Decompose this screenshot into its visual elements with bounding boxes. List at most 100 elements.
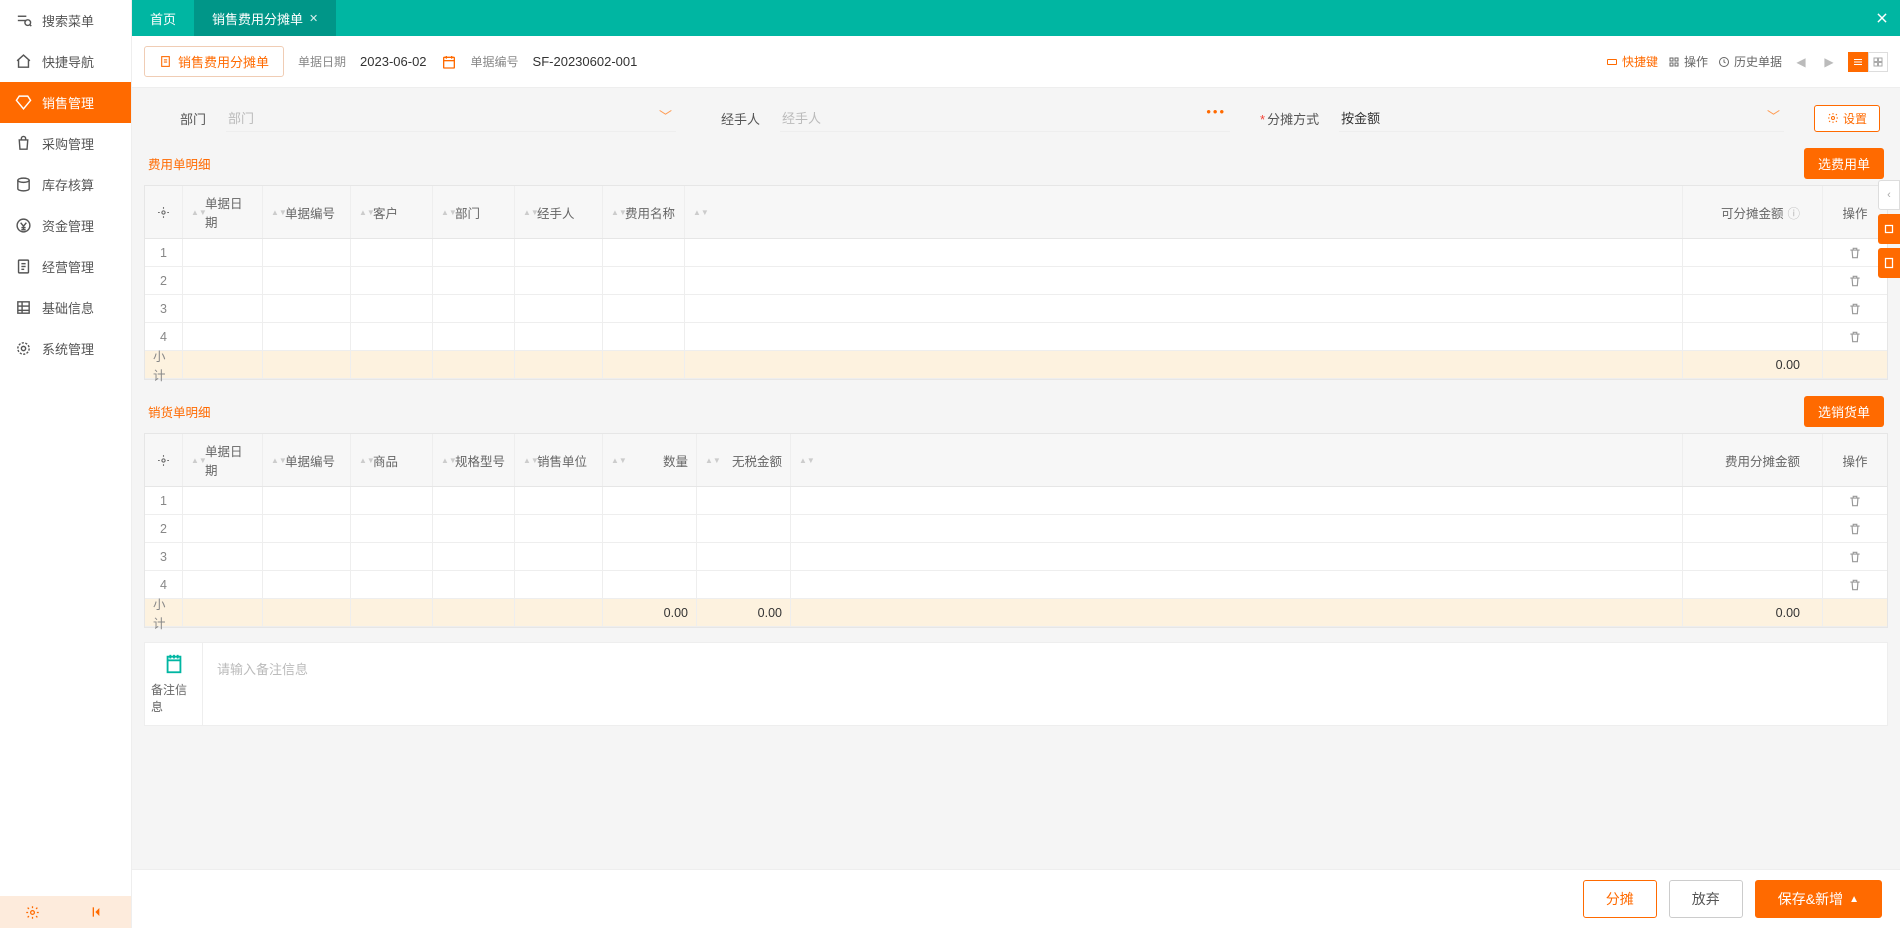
date-value[interactable]: 2023-06-02 [360,54,427,69]
close-icon[interactable]: ✕ [309,12,318,25]
table-row[interactable]: 1 [145,239,1887,267]
table-row[interactable]: 2 [145,515,1887,543]
trash-icon[interactable] [1848,522,1862,536]
col-gear[interactable] [145,434,183,486]
prev-record-button[interactable]: ◀ [1792,53,1810,71]
grid-icon [14,299,32,317]
help-icon[interactable]: ⓘ [1787,203,1800,222]
table-row[interactable]: 3 [145,543,1887,571]
row-index: 1 [145,487,183,514]
view-grid-button[interactable] [1868,52,1888,72]
sidebar-item-search[interactable]: 搜索菜单 [0,0,131,41]
col-amount[interactable]: 可分摊金额ⓘ [1683,186,1823,238]
sidebar-item-basic-info[interactable]: 基础信息 [0,287,131,328]
history-label: 历史单据 [1734,53,1782,70]
col-spec[interactable]: ▲▼规格型号 [433,434,515,486]
chevron-up-icon: ▲ [1849,894,1859,905]
col-spacer: ▲▼ [791,434,1683,486]
trash-icon[interactable] [1848,578,1862,592]
department-select[interactable]: 部门 ﹀ [226,104,676,132]
tab-home[interactable]: 首页 [132,0,194,36]
gear-icon [157,454,170,467]
sort-icon: ▲▼ [523,458,533,463]
col-feename[interactable]: ▲▼费用名称 [603,186,685,238]
col-spacer: ▲▼ [685,186,1683,238]
sidebar-collapse-button[interactable] [66,896,132,928]
col-gear[interactable] [145,186,183,238]
col-unit[interactable]: ▲▼销售单位 [515,434,603,486]
department-label: 部门 [152,109,206,128]
sidebar-item-finance[interactable]: 资金管理 [0,205,131,246]
sidebar-item-sales[interactable]: 销售管理 [0,82,131,123]
operate-label: 操作 [1684,53,1708,70]
gear-dashed-icon [14,340,32,358]
more-icon: ••• [1206,104,1226,119]
doc-icon [14,258,32,276]
trash-icon[interactable] [1848,330,1862,344]
sort-icon: ▲▼ [359,458,369,463]
col-number[interactable]: ▲▼单据编号 [263,434,351,486]
trash-icon[interactable] [1848,494,1862,508]
sidebar-bottom-bar [0,896,131,928]
table-row[interactable]: 1 [145,487,1887,515]
remark-textarea[interactable]: 请输入备注信息 [203,643,1887,725]
table-row[interactable]: 2 [145,267,1887,295]
settings-label: 设置 [1843,110,1867,127]
col-op: 操作 [1823,434,1887,486]
sort-icon: ▲▼ [611,210,621,215]
save-and-add-button[interactable]: 保存&新增 ▲ [1755,880,1882,918]
sidebar-item-business[interactable]: 经营管理 [0,246,131,287]
search-icon [14,12,32,30]
table-row[interactable]: 3 [145,295,1887,323]
col-number[interactable]: ▲▼单据编号 [263,186,351,238]
sidebar-settings-button[interactable] [0,896,66,928]
sidebar-item-system[interactable]: 系统管理 [0,328,131,369]
calendar-icon[interactable] [441,54,457,70]
trash-icon[interactable] [1848,246,1862,260]
rail-action-2[interactable] [1878,248,1900,278]
trash-icon[interactable] [1848,302,1862,316]
col-date[interactable]: ▲▼单据日期 [183,186,263,238]
col-date[interactable]: ▲▼单据日期 [183,434,263,486]
operate-button[interactable]: 操作 [1668,53,1708,70]
select-expense-button[interactable]: 选费用单 [1804,148,1884,179]
col-alloc-amount[interactable]: 费用分摊金额 [1683,434,1823,486]
table-row[interactable]: 4 [145,323,1887,351]
col-qty[interactable]: ▲▼数量 [603,434,697,486]
remark-tab[interactable]: 备注信息 [145,643,203,725]
shortcut-button[interactable]: 快捷键 [1606,53,1658,70]
tab-sales-allocation[interactable]: 销售费用分摊单 ✕ [194,0,336,36]
sort-icon: ▲▼ [271,458,281,463]
document-number-value: SF-20230602-001 [533,54,638,69]
trash-icon[interactable] [1848,550,1862,564]
sidebar-item-label: 采购管理 [42,134,94,153]
allocation-select[interactable]: 按金额 ﹀ [1339,104,1784,132]
subtotal-notax: 0.00 [697,599,791,626]
sidebar-item-purchase[interactable]: 采购管理 [0,123,131,164]
document-number-label: 单据编号 [471,53,519,70]
allocate-button[interactable]: 分摊 [1583,880,1657,918]
table-row[interactable]: 4 [145,571,1887,599]
history-button[interactable]: 历史单据 [1718,53,1782,70]
col-notax[interactable]: ▲▼无税金额 [697,434,791,486]
col-product[interactable]: ▲▼商品 [351,434,433,486]
remark-tab-label: 备注信息 [151,681,196,715]
col-dept[interactable]: ▲▼部门 [433,186,515,238]
select-sales-button[interactable]: 选销货单 [1804,396,1884,427]
col-handler[interactable]: ▲▼经手人 [515,186,603,238]
sort-icon: ▲▼ [191,458,201,463]
view-list-button[interactable] [1848,52,1868,72]
sidebar-item-quick-nav[interactable]: 快捷导航 [0,41,131,82]
rail-action-1[interactable] [1878,214,1900,244]
settings-button[interactable]: 设置 [1814,105,1880,132]
handler-lookup[interactable]: 经手人 ••• [780,104,1230,132]
trash-icon[interactable] [1848,274,1862,288]
rail-collapse-button[interactable]: ‹ [1878,180,1900,210]
doc-icon [159,55,172,68]
tab-close-all-button[interactable] [1864,0,1900,36]
discard-button[interactable]: 放弃 [1669,880,1743,918]
bag-icon [14,135,32,153]
sidebar-item-inventory[interactable]: 库存核算 [0,164,131,205]
col-customer[interactable]: ▲▼客户 [351,186,433,238]
next-record-button[interactable]: ▶ [1820,53,1838,71]
